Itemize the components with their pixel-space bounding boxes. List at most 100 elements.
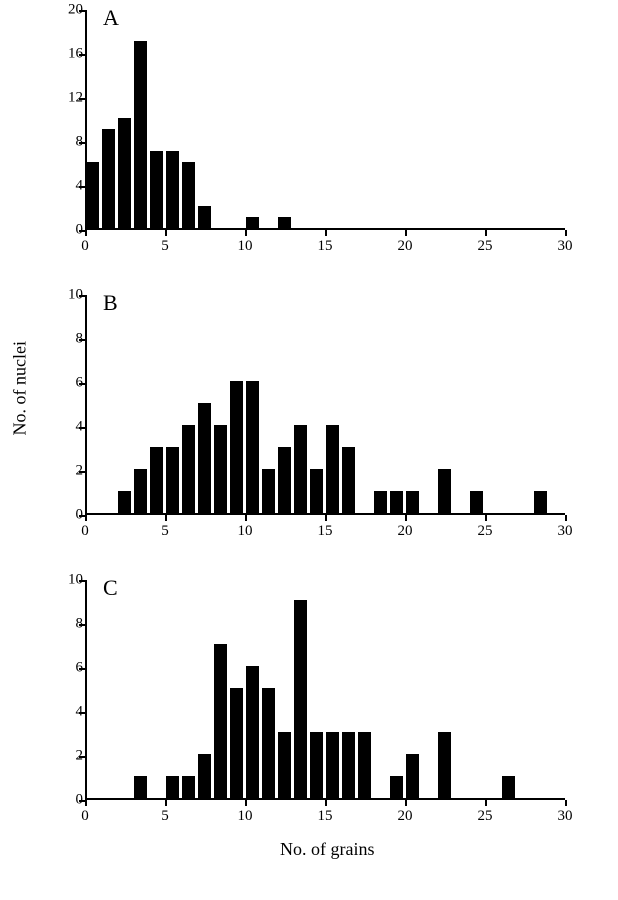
histogram-bar xyxy=(278,217,291,228)
x-tick-label: 5 xyxy=(161,523,169,540)
y-tick-label: 0 xyxy=(76,792,84,809)
x-tick xyxy=(405,230,407,236)
x-tick xyxy=(485,800,487,806)
x-tick-label: 5 xyxy=(161,238,169,255)
panel-label: C xyxy=(103,575,118,601)
x-tick-label: 15 xyxy=(318,808,333,825)
x-tick xyxy=(325,800,327,806)
x-tick-label: 20 xyxy=(398,808,413,825)
y-axis xyxy=(85,580,87,800)
histogram-bar xyxy=(214,425,227,513)
histogram-bar xyxy=(310,469,323,513)
histogram-bar xyxy=(278,447,291,513)
y-tick-label: 0 xyxy=(76,507,84,524)
y-tick-label: 8 xyxy=(76,616,84,633)
y-tick-label: 12 xyxy=(68,90,83,107)
histogram-bar xyxy=(182,776,195,798)
y-tick-label: 0 xyxy=(76,222,84,239)
histogram-bar xyxy=(374,491,387,513)
y-axis-label: No. of nuclei xyxy=(10,341,31,435)
y-tick-label: 4 xyxy=(76,419,84,436)
histogram-bar xyxy=(118,491,131,513)
panel-c: C0246810051015202530 xyxy=(85,575,575,830)
histogram-bar xyxy=(150,447,163,513)
histogram-bar xyxy=(294,425,307,513)
y-tick-label: 6 xyxy=(76,660,84,677)
x-tick-label: 30 xyxy=(558,808,573,825)
histogram-bar xyxy=(470,491,483,513)
x-tick-label: 10 xyxy=(238,523,253,540)
x-tick-label: 0 xyxy=(81,238,89,255)
histogram-bar xyxy=(406,491,419,513)
y-tick-label: 20 xyxy=(68,2,83,19)
histogram-bar xyxy=(134,469,147,513)
histogram-bar xyxy=(166,447,179,513)
x-tick-label: 20 xyxy=(398,523,413,540)
histogram-bar xyxy=(198,403,211,513)
histogram-bar xyxy=(134,776,147,798)
x-tick xyxy=(165,800,167,806)
y-tick-label: 10 xyxy=(68,287,83,304)
y-tick-label: 4 xyxy=(76,178,84,195)
histogram-bar xyxy=(390,491,403,513)
x-tick xyxy=(565,230,567,236)
histogram-bar xyxy=(134,41,147,228)
histogram-bar xyxy=(406,754,419,798)
x-tick-label: 25 xyxy=(478,523,493,540)
y-tick-label: 2 xyxy=(76,748,84,765)
histogram-bar xyxy=(230,381,243,513)
x-tick xyxy=(325,515,327,521)
histogram-bar xyxy=(182,162,195,228)
x-tick-label: 0 xyxy=(81,523,89,540)
figure-container: No. of nuclei A048121620051015202530B024… xyxy=(30,5,590,855)
histogram-bar xyxy=(438,469,451,513)
x-tick xyxy=(405,800,407,806)
histogram-bar xyxy=(278,732,291,798)
y-tick-label: 16 xyxy=(68,46,83,63)
x-tick-label: 25 xyxy=(478,808,493,825)
y-tick-label: 2 xyxy=(76,463,84,480)
panel-a: A048121620051015202530 xyxy=(85,5,575,260)
y-tick-label: 6 xyxy=(76,375,84,392)
panel-label: B xyxy=(103,290,118,316)
x-tick xyxy=(85,230,87,236)
x-axis-label: No. of grains xyxy=(280,839,374,860)
x-tick-label: 30 xyxy=(558,523,573,540)
x-tick xyxy=(485,230,487,236)
y-tick-label: 10 xyxy=(68,572,83,589)
histogram-bar xyxy=(166,776,179,798)
histogram-bar xyxy=(342,732,355,798)
x-tick xyxy=(165,230,167,236)
x-tick xyxy=(245,515,247,521)
x-tick xyxy=(325,230,327,236)
x-tick-label: 0 xyxy=(81,808,89,825)
histogram-bar xyxy=(246,381,259,513)
histogram-bar xyxy=(502,776,515,798)
x-tick-label: 30 xyxy=(558,238,573,255)
histogram-bar xyxy=(358,732,371,798)
histogram-bar xyxy=(246,217,259,228)
histogram-bar xyxy=(198,206,211,228)
x-tick-label: 25 xyxy=(478,238,493,255)
x-tick xyxy=(245,230,247,236)
y-tick-label: 4 xyxy=(76,704,84,721)
histogram-bar xyxy=(294,600,307,798)
histogram-bar xyxy=(390,776,403,798)
histogram-bar xyxy=(166,151,179,228)
histogram-bar xyxy=(118,118,131,228)
x-tick xyxy=(85,800,87,806)
histogram-bar xyxy=(262,469,275,513)
x-tick-label: 15 xyxy=(318,238,333,255)
panel-b: B0246810051015202530 xyxy=(85,290,575,545)
histogram-bar xyxy=(198,754,211,798)
x-tick-label: 10 xyxy=(238,238,253,255)
x-tick-label: 20 xyxy=(398,238,413,255)
x-tick xyxy=(245,800,247,806)
histogram-bar xyxy=(326,732,339,798)
histogram-bar xyxy=(262,688,275,798)
x-tick xyxy=(165,515,167,521)
histogram-bar xyxy=(102,129,115,228)
x-tick xyxy=(565,800,567,806)
y-tick-label: 8 xyxy=(76,134,84,151)
x-tick xyxy=(565,515,567,521)
